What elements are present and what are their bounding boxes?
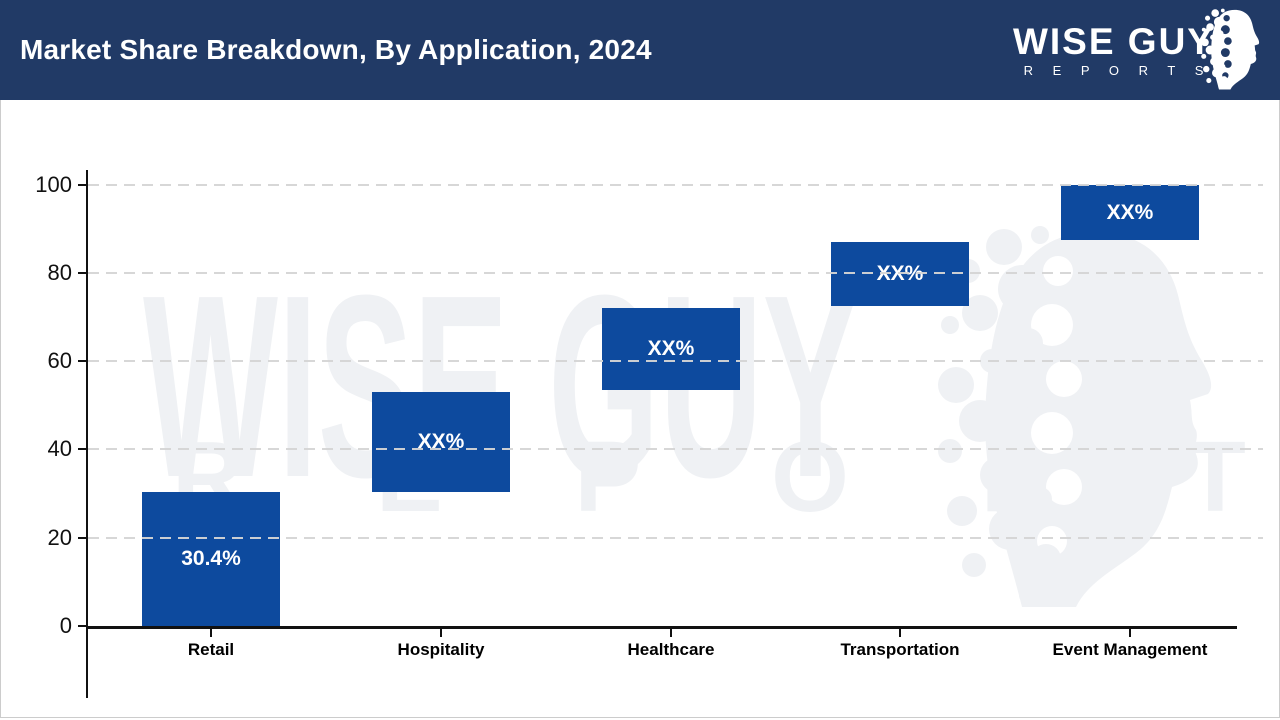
y-tick-label-80: 80 xyxy=(47,260,72,285)
x-tick-label-4: Event Management xyxy=(1052,640,1208,659)
bar-hospitality: XX% xyxy=(372,392,510,492)
x-tick-mark-4 xyxy=(1129,629,1131,637)
bar-retail: 30.4% xyxy=(142,492,280,626)
logo-subtitle: R E P O R T S xyxy=(1023,63,1212,78)
x-tick-mark-3 xyxy=(899,629,901,637)
gridline-y-80 xyxy=(88,272,1263,274)
chart-plot-area: WISE GUY R E P O R T S 02040608010030.4%… xyxy=(0,100,1280,718)
y-tick-label-0: 0 xyxy=(59,613,72,638)
bar-healthcare: XX% xyxy=(602,308,740,390)
x-tick-label-3: Transportation xyxy=(840,640,960,659)
gridline-y-20 xyxy=(88,537,1263,539)
watermark-face-icon xyxy=(938,226,1212,607)
y-tick-mark-20 xyxy=(78,537,86,539)
logo-text: WISE GUY R E P O R T S xyxy=(1013,23,1214,77)
bar-event-management: XX% xyxy=(1061,185,1199,240)
logo-wordmark: WISE GUY xyxy=(1012,21,1214,62)
gridline-y-40 xyxy=(88,448,1263,450)
x-axis-line xyxy=(86,626,1237,629)
bar-value-label: 30.4% xyxy=(181,547,241,570)
bar-transportation: XX% xyxy=(831,242,969,306)
x-tick-label-1: Hospitality xyxy=(397,640,485,659)
wise-guy-logo: WISE GUY R E P O R T S xyxy=(1013,8,1266,92)
wiseguy-face-icon xyxy=(1201,8,1260,90)
x-tick-mark-1 xyxy=(440,629,442,637)
x-tick-mark-0 xyxy=(210,629,212,637)
y-tick-label-20: 20 xyxy=(47,525,72,550)
bar-value-label: XX% xyxy=(1106,200,1154,224)
x-tick-label-2: Healthcare xyxy=(627,640,715,659)
y-tick-mark-100 xyxy=(78,184,86,186)
bar-value-label: XX% xyxy=(417,430,465,453)
y-tick-label-60: 60 xyxy=(47,348,72,373)
y-tick-mark-40 xyxy=(78,448,86,450)
page-title: Market Share Breakdown, By Application, … xyxy=(20,34,652,65)
gridline-y-100 xyxy=(88,184,1263,186)
gridline-y-60 xyxy=(88,360,1263,362)
y-tick-label-40: 40 xyxy=(47,436,72,461)
y-tick-label-100: 100 xyxy=(35,172,72,197)
header: Market Share Breakdown, By Application, … xyxy=(0,0,1280,100)
x-tick-label-0: Retail xyxy=(187,640,235,659)
bar-value-label: XX% xyxy=(876,262,924,285)
x-tick-mark-2 xyxy=(670,629,672,637)
y-tick-mark-80 xyxy=(78,272,86,274)
y-axis-line xyxy=(86,170,88,698)
bar-value-label: XX% xyxy=(647,337,695,360)
y-tick-mark-60 xyxy=(78,360,86,362)
y-tick-mark-0 xyxy=(78,625,86,627)
